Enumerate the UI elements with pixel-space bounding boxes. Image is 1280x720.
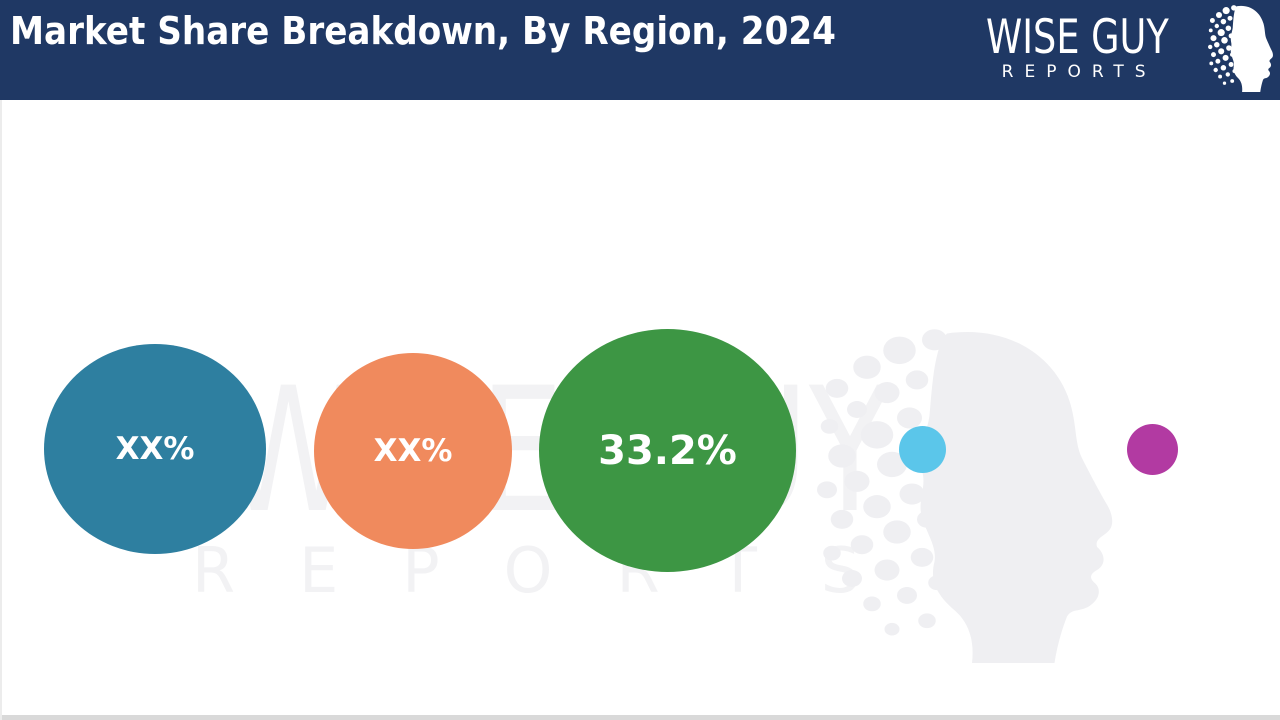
logo-subtitle: REPORTS xyxy=(1001,62,1157,82)
bubble-south-america xyxy=(899,426,946,473)
logo-face-icon xyxy=(1208,5,1273,92)
bubble-value-north-america: XX% xyxy=(115,431,195,467)
logo-wordmark: WISE GUY xyxy=(985,10,1169,65)
logo-text: WISE GUY REPORTS xyxy=(986,14,1220,82)
watermark-face-icon xyxy=(817,329,1113,663)
page-title: Market Share Breakdown, By Region, 2024 xyxy=(10,9,836,53)
bottom-border-strip xyxy=(2,715,1280,720)
bubble-apac: 33.2% xyxy=(539,329,796,572)
wise-guy-logo: WISE GUY REPORTS xyxy=(986,4,1274,92)
watermark-subtitle: REPORTS xyxy=(192,534,925,607)
header-bar: Market Share Breakdown, By Region, 2024 … xyxy=(0,0,1280,100)
bubble-north-america: XX% xyxy=(44,344,266,554)
chart-area: WISE GUY REPORTS XX% XX% 33.2% North Ame… xyxy=(0,100,1280,720)
bubble-value-europe: XX% xyxy=(373,433,453,469)
bubble-europe: XX% xyxy=(314,353,512,549)
bubble-mea xyxy=(1127,424,1178,475)
bubble-value-apac: 33.2% xyxy=(598,427,737,474)
